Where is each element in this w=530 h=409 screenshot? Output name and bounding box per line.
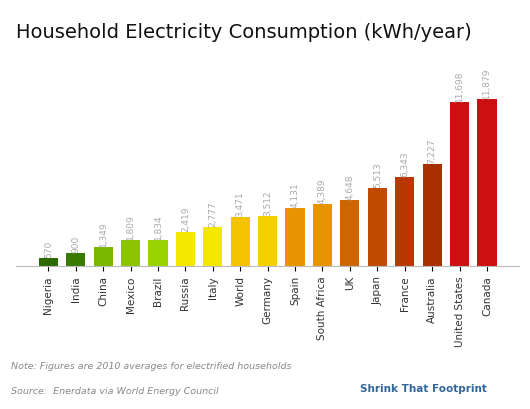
Bar [231, 217, 250, 266]
Text: 1,809: 1,809 [126, 214, 135, 240]
Text: 4,389: 4,389 [318, 178, 327, 204]
Text: 6,343: 6,343 [400, 151, 409, 176]
Text: 4,131: 4,131 [290, 182, 299, 207]
Bar [395, 177, 414, 266]
Text: 2,419: 2,419 [181, 206, 190, 231]
Text: 11,879: 11,879 [482, 67, 491, 99]
Text: 1,834: 1,834 [154, 214, 163, 239]
Bar [148, 240, 167, 266]
Text: 7,227: 7,227 [428, 139, 437, 164]
Bar [450, 102, 469, 266]
Text: 900: 900 [72, 235, 80, 252]
Bar [121, 240, 140, 266]
Text: 5,513: 5,513 [373, 162, 382, 188]
Text: 1,349: 1,349 [99, 220, 108, 246]
Text: Source:  Enerdata via World Energy Council: Source: Enerdata via World Energy Counci… [11, 386, 218, 395]
Text: Household Electricity Consumption (kWh/year): Household Electricity Consumption (kWh/y… [16, 23, 472, 42]
Bar [368, 189, 387, 266]
Text: 570: 570 [44, 240, 53, 257]
Bar [176, 232, 195, 266]
Bar [340, 201, 359, 266]
Bar [39, 258, 58, 266]
Bar [66, 253, 85, 266]
Bar [94, 247, 113, 266]
Bar [286, 208, 305, 266]
Text: 11,698: 11,698 [455, 70, 464, 101]
Text: Shrink That Footprint: Shrink That Footprint [360, 383, 487, 393]
Text: 3,512: 3,512 [263, 190, 272, 216]
Text: Note: Figures are 2010 averages for electrified households: Note: Figures are 2010 averages for elec… [11, 361, 291, 370]
Text: 2,777: 2,777 [208, 200, 217, 226]
Bar [478, 100, 497, 266]
Text: 4,648: 4,648 [346, 175, 355, 200]
Bar [203, 227, 223, 266]
Bar [313, 204, 332, 266]
Bar [258, 217, 277, 266]
Bar [422, 165, 441, 266]
Text: 3,471: 3,471 [236, 191, 245, 216]
